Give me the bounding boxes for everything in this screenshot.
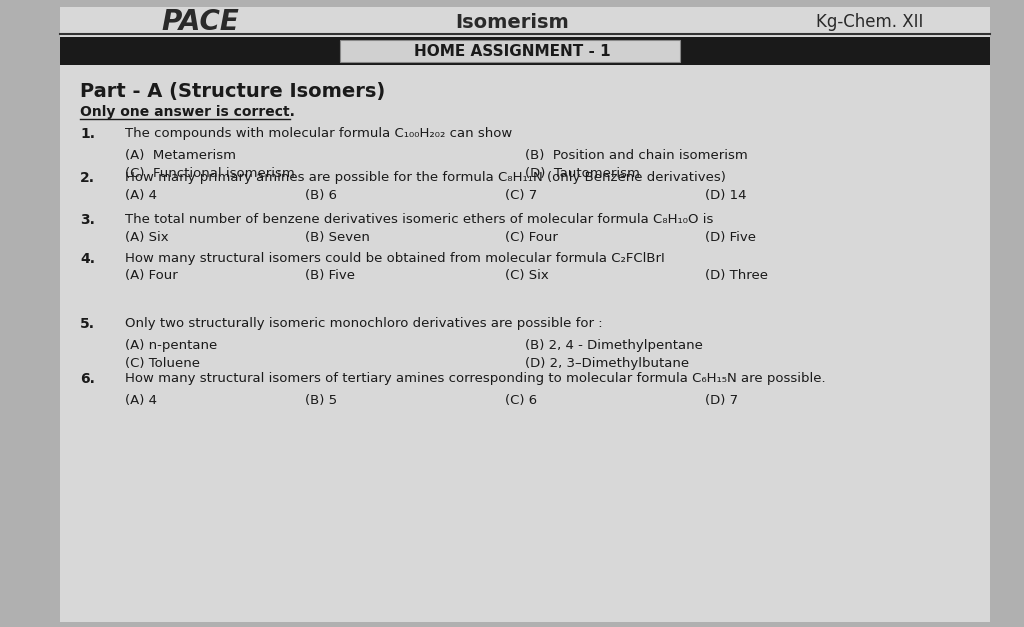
Text: (A) Six: (A) Six bbox=[125, 231, 169, 244]
Text: (B) Seven: (B) Seven bbox=[305, 231, 370, 244]
Text: Isomerism: Isomerism bbox=[455, 13, 569, 31]
Text: 6.: 6. bbox=[80, 372, 95, 386]
FancyBboxPatch shape bbox=[60, 37, 990, 65]
Text: (C) 6: (C) 6 bbox=[505, 394, 538, 407]
Text: (A) Four: (A) Four bbox=[125, 269, 178, 282]
Text: (D) 14: (D) 14 bbox=[705, 189, 746, 202]
Text: (A) 4: (A) 4 bbox=[125, 394, 157, 407]
Text: Kg-Chem. XII: Kg-Chem. XII bbox=[816, 13, 924, 31]
Text: (C) 7: (C) 7 bbox=[505, 189, 538, 202]
Text: How many structural isomers could be obtained from molecular formula C₂FClBrI: How many structural isomers could be obt… bbox=[125, 252, 665, 265]
Text: The compounds with molecular formula C₁₀₀H₂₀₂ can show: The compounds with molecular formula C₁₀… bbox=[125, 127, 512, 140]
Text: (B) 2, 4 - Dimethylpentane: (B) 2, 4 - Dimethylpentane bbox=[525, 339, 702, 352]
Text: (B) Five: (B) Five bbox=[305, 269, 355, 282]
Text: 4.: 4. bbox=[80, 252, 95, 266]
Text: Part - A (Structure Isomers): Part - A (Structure Isomers) bbox=[80, 82, 385, 101]
Text: PACE: PACE bbox=[161, 8, 239, 36]
Text: (D) 7: (D) 7 bbox=[705, 394, 738, 407]
Text: 3.: 3. bbox=[80, 213, 95, 227]
FancyBboxPatch shape bbox=[60, 7, 990, 622]
Text: 1.: 1. bbox=[80, 127, 95, 141]
Text: (D) Three: (D) Three bbox=[705, 269, 768, 282]
Text: (D)  Tautomerism: (D) Tautomerism bbox=[525, 167, 640, 180]
Text: (C)  Functional isomerism: (C) Functional isomerism bbox=[125, 167, 295, 180]
Text: (C) Six: (C) Six bbox=[505, 269, 549, 282]
Text: (D) 2, 3–Dimethylbutane: (D) 2, 3–Dimethylbutane bbox=[525, 357, 689, 370]
FancyBboxPatch shape bbox=[340, 40, 680, 62]
Text: 2.: 2. bbox=[80, 171, 95, 185]
Text: (A) 4: (A) 4 bbox=[125, 189, 157, 202]
Text: (C) Toluene: (C) Toluene bbox=[125, 357, 200, 370]
Text: (B)  Position and chain isomerism: (B) Position and chain isomerism bbox=[525, 149, 748, 162]
Text: (B) 6: (B) 6 bbox=[305, 189, 337, 202]
Text: (C) Four: (C) Four bbox=[505, 231, 558, 244]
Text: 5.: 5. bbox=[80, 317, 95, 331]
Text: Only one answer is correct.: Only one answer is correct. bbox=[80, 105, 295, 119]
Text: HOME ASSIGNMENT - 1: HOME ASSIGNMENT - 1 bbox=[414, 43, 610, 58]
Text: The total number of benzene derivatives isomeric ethers of molecular formula C₈H: The total number of benzene derivatives … bbox=[125, 213, 714, 226]
Text: Only two structurally isomeric monochloro derivatives are possible for :: Only two structurally isomeric monochlor… bbox=[125, 317, 603, 330]
Text: (A)  Metamerism: (A) Metamerism bbox=[125, 149, 236, 162]
Text: How many primary amines are possible for the formula C₈H₁₁N (only Benzene deriva: How many primary amines are possible for… bbox=[125, 171, 726, 184]
Text: (B) 5: (B) 5 bbox=[305, 394, 337, 407]
Text: How many structural isomers of tertiary amines corresponding to molecular formul: How many structural isomers of tertiary … bbox=[125, 372, 825, 385]
Text: (D) Five: (D) Five bbox=[705, 231, 756, 244]
Text: (A) n-pentane: (A) n-pentane bbox=[125, 339, 217, 352]
